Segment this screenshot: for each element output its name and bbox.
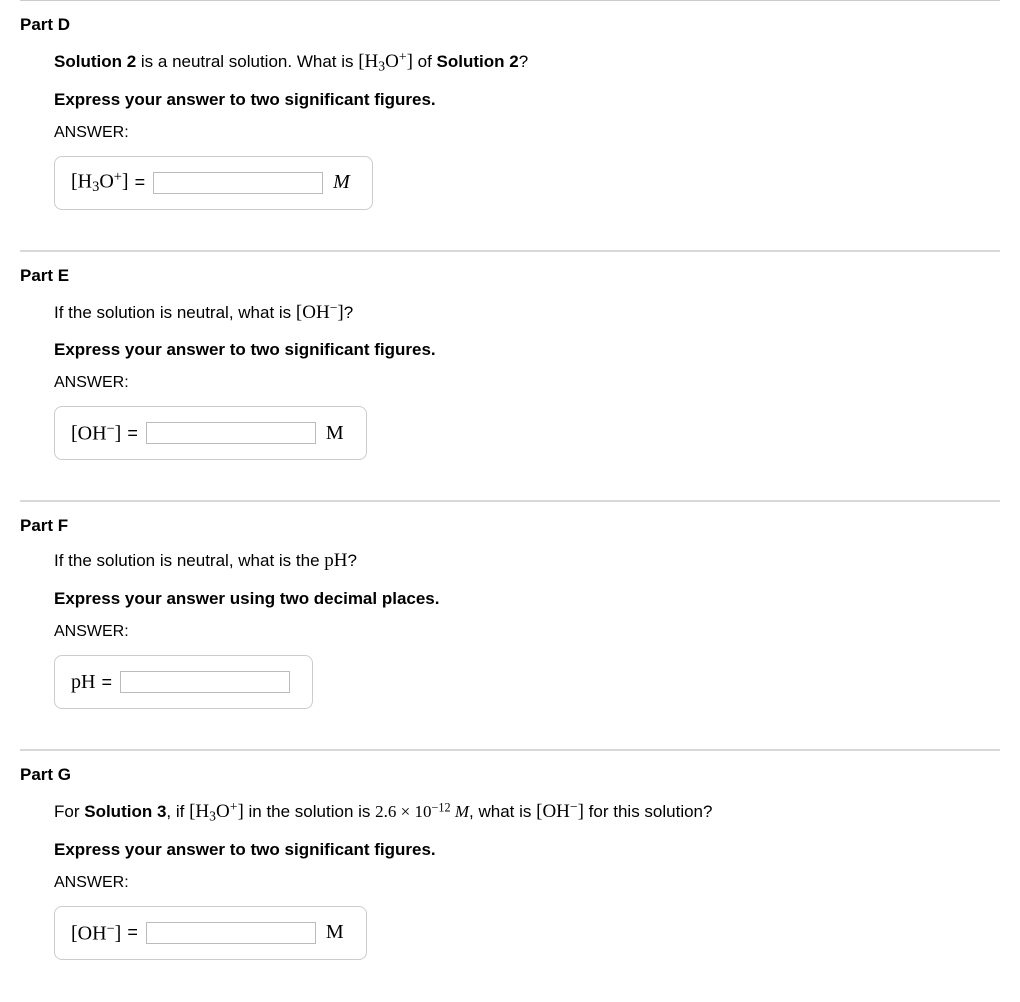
- part-g-input[interactable]: [146, 922, 316, 944]
- part-d-q-bold2: Solution 2: [437, 52, 519, 71]
- part-g-q-bold1: Solution 3: [84, 802, 166, 821]
- part-g-eq: =: [127, 922, 138, 943]
- part-e-header: Part E: [20, 266, 1000, 286]
- part-g-question: For Solution 3, if [H3O+] in the solutio…: [54, 797, 1000, 826]
- part-g-q-formula1: [H3O+]: [189, 801, 244, 822]
- part-e-q-text1: If the solution is neutral, what is: [54, 303, 296, 322]
- part-e-unit: M: [326, 422, 344, 445]
- part-e-input[interactable]: [146, 422, 316, 444]
- part-g-q-value: 2.6 × 10−12: [375, 802, 450, 821]
- part-d-question: Solution 2 is a neutral solution. What i…: [54, 47, 1000, 76]
- part-f-header: Part F: [20, 516, 1000, 536]
- part-g-q-suffix: for this solution?: [584, 802, 713, 821]
- part-f-eq: =: [101, 672, 112, 693]
- part-e-q-formula: [OH−]: [296, 302, 344, 323]
- part-d-q-formula: [H3O+]: [358, 51, 413, 72]
- part-e-instruction: Express your answer to two significant f…: [54, 340, 1000, 360]
- part-d-lhs: [H3O+]: [71, 169, 129, 196]
- part-d-answer-box: [H3O+] = M: [54, 156, 373, 210]
- part-d-header: Part D: [20, 15, 1000, 35]
- part-f-q-formula: pH: [324, 550, 347, 571]
- part-d-q-mid2: of: [413, 52, 437, 71]
- part-f-answer-box: pH =: [54, 655, 313, 709]
- part-d-unit: M: [333, 171, 350, 194]
- part-g-unit: M: [326, 921, 344, 944]
- part-d-input[interactable]: [153, 172, 323, 194]
- part-g-q-mid1: , if: [166, 802, 189, 821]
- part-e-eq: =: [127, 423, 138, 444]
- part-g-q-mid2: in the solution is: [244, 802, 375, 821]
- part-f-instruction: Express your answer using two decimal pl…: [54, 589, 1000, 609]
- part-f-input[interactable]: [120, 671, 290, 693]
- part-g-header: Part G: [20, 765, 1000, 785]
- part-e-answer-label: ANSWER:: [54, 374, 1000, 392]
- part-e-q-suffix: ?: [344, 303, 353, 322]
- part-f-lhs: pH: [71, 671, 95, 694]
- part-g: Part G For Solution 3, if [H3O+] in the …: [20, 751, 1000, 976]
- part-g-lhs: [OH−]: [71, 921, 121, 945]
- part-e-answer-box: [OH−] = M: [54, 406, 367, 460]
- part-d-answer-label: ANSWER:: [54, 124, 1000, 142]
- part-g-q-prefix: For: [54, 802, 84, 821]
- part-f-answer-label: ANSWER:: [54, 623, 1000, 641]
- part-g-body: For Solution 3, if [H3O+] in the solutio…: [20, 797, 1000, 960]
- part-e-question: If the solution is neutral, what is [OH−…: [54, 298, 1000, 327]
- part-d: Part D Solution 2 is a neutral solution.…: [20, 1, 1000, 226]
- part-d-eq: =: [135, 172, 146, 193]
- part-f-body: If the solution is neutral, what is the …: [20, 548, 1000, 709]
- part-d-instruction: Express your answer to two significant f…: [54, 90, 1000, 110]
- part-e-lhs: [OH−]: [71, 421, 121, 445]
- part-e-body: If the solution is neutral, what is [OH−…: [20, 298, 1000, 461]
- part-g-q-mid3: , what is: [469, 802, 536, 821]
- part-f-q-text1: If the solution is neutral, what is the: [54, 551, 324, 570]
- part-f-question: If the solution is neutral, what is the …: [54, 548, 1000, 575]
- part-d-q-bold1: Solution 2: [54, 52, 136, 71]
- part-d-q-suffix: ?: [519, 52, 528, 71]
- part-g-answer-label: ANSWER:: [54, 874, 1000, 892]
- part-d-q-mid1: is a neutral solution. What is: [136, 52, 358, 71]
- part-g-answer-box: [OH−] = M: [54, 906, 367, 960]
- part-f-q-suffix: ?: [348, 551, 357, 570]
- part-f: Part F If the solution is neutral, what …: [20, 502, 1000, 725]
- part-g-q-unit: M: [451, 802, 469, 821]
- worksheet-page: Part D Solution 2 is a neutral solution.…: [0, 0, 1020, 996]
- part-e: Part E If the solution is neutral, what …: [20, 252, 1000, 477]
- part-g-instruction: Express your answer to two significant f…: [54, 840, 1000, 860]
- part-d-body: Solution 2 is a neutral solution. What i…: [20, 47, 1000, 210]
- part-g-q-formula2: [OH−]: [536, 801, 584, 822]
